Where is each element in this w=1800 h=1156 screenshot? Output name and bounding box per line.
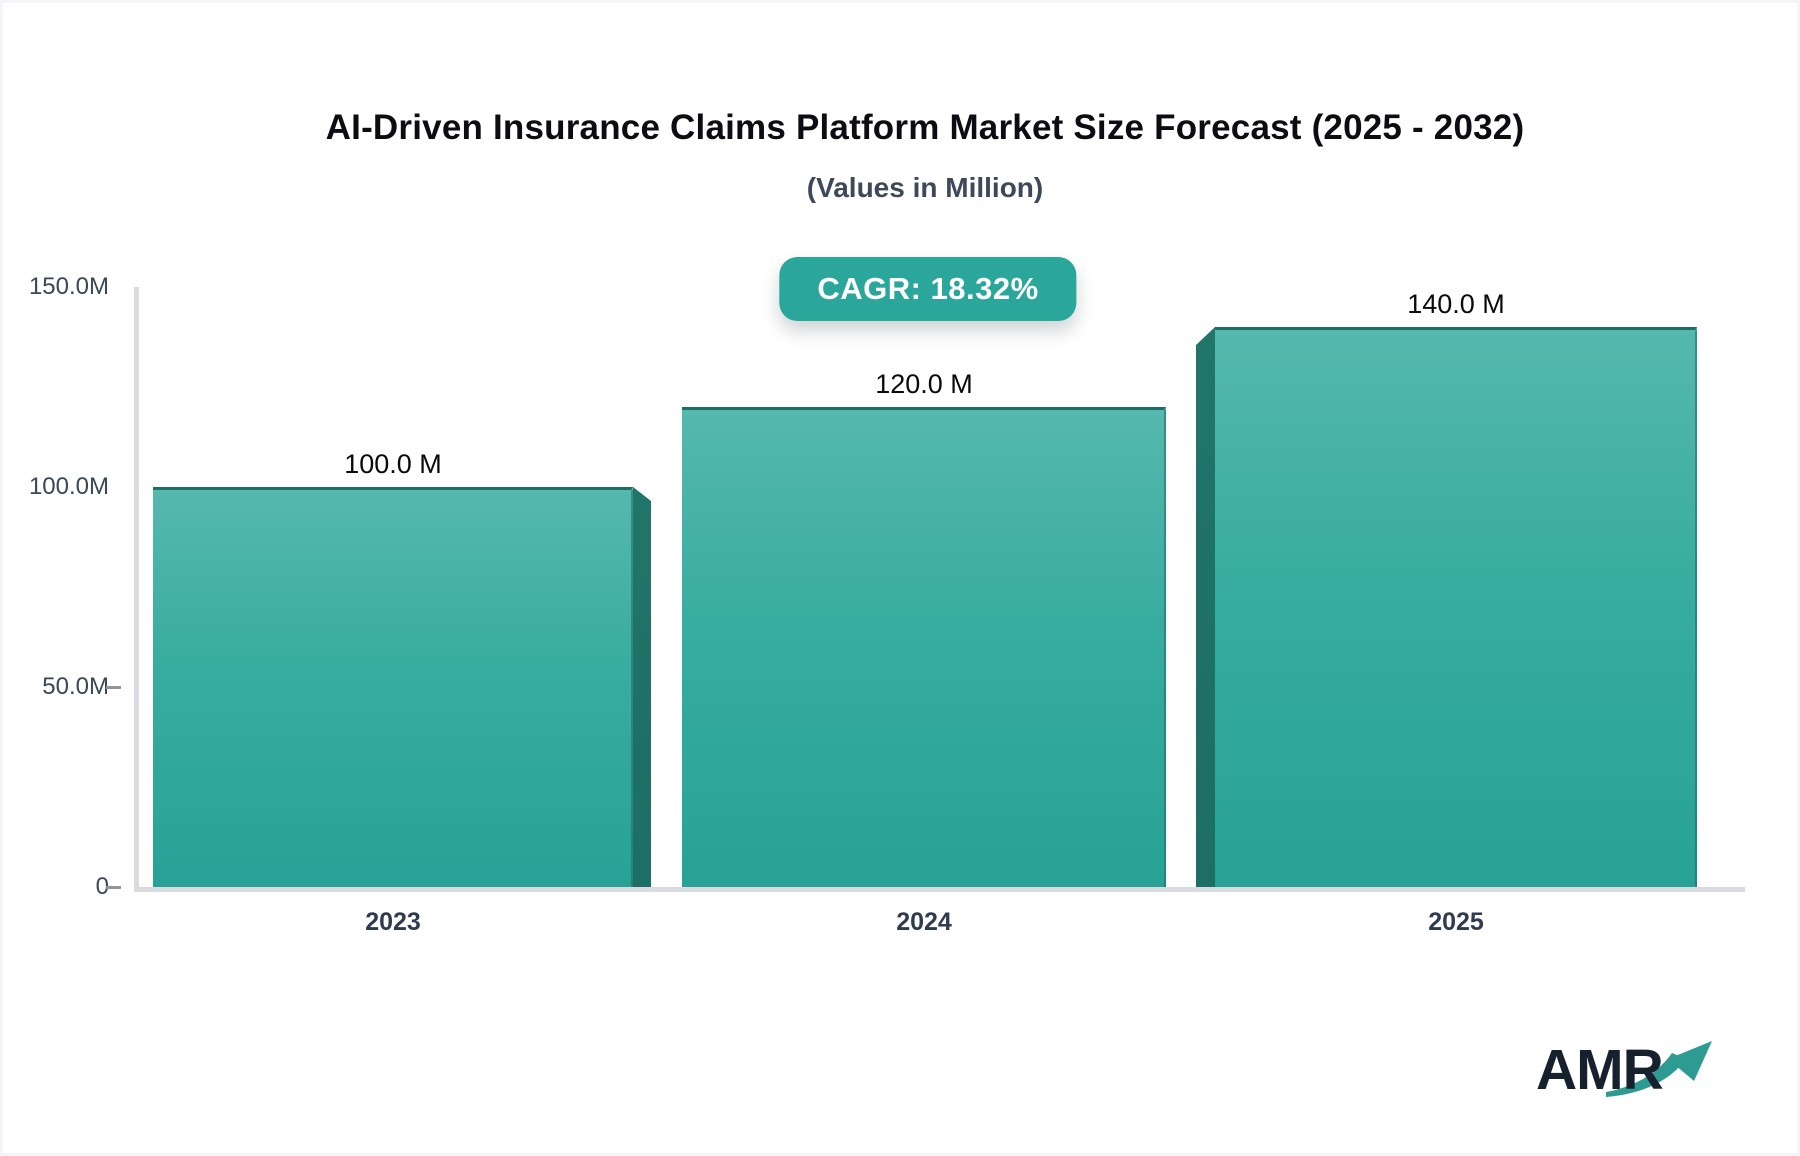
x-axis-line — [134, 887, 1745, 892]
y-axis-tick-mark — [106, 886, 121, 889]
x-axis-label-2023: 2023 — [365, 908, 421, 936]
bar-side-panel-2025 — [1196, 327, 1215, 887]
chart-title: AI-Driven Insurance Claims Platform Mark… — [325, 108, 1525, 147]
growth-arrow-icon — [1606, 1041, 1712, 1097]
y-axis-line — [134, 287, 139, 888]
bar-value-label: 100.0 M — [344, 449, 442, 479]
amr-logo: AMR — [1536, 1037, 1726, 1117]
y-axis-tick-label: 150.0M — [28, 273, 109, 300]
y-axis-tick-label: 100.0M — [28, 473, 109, 500]
bar-value-label: 140.0 M — [1407, 289, 1505, 319]
bar-value-label: 120.0 M — [875, 369, 973, 399]
cagr-badge: CAGR: 18.32% — [779, 257, 1077, 321]
amr-logo-text: AMR — [1536, 1038, 1664, 1102]
y-axis-tick-label: 50.0M — [42, 673, 109, 700]
bar-2024 — [682, 407, 1166, 887]
bar-side-panel-2023 — [633, 487, 651, 887]
bar-2025 — [1215, 327, 1697, 887]
chart-subtitle: (Values in Million) — [806, 172, 1044, 203]
x-axis-label-2024: 2024 — [896, 908, 952, 936]
x-axis-label-2025: 2025 — [1428, 908, 1484, 936]
y-axis-tick-label: 0 — [95, 873, 109, 900]
bar-2023 — [153, 487, 633, 887]
y-axis-tick-mark — [106, 686, 121, 689]
